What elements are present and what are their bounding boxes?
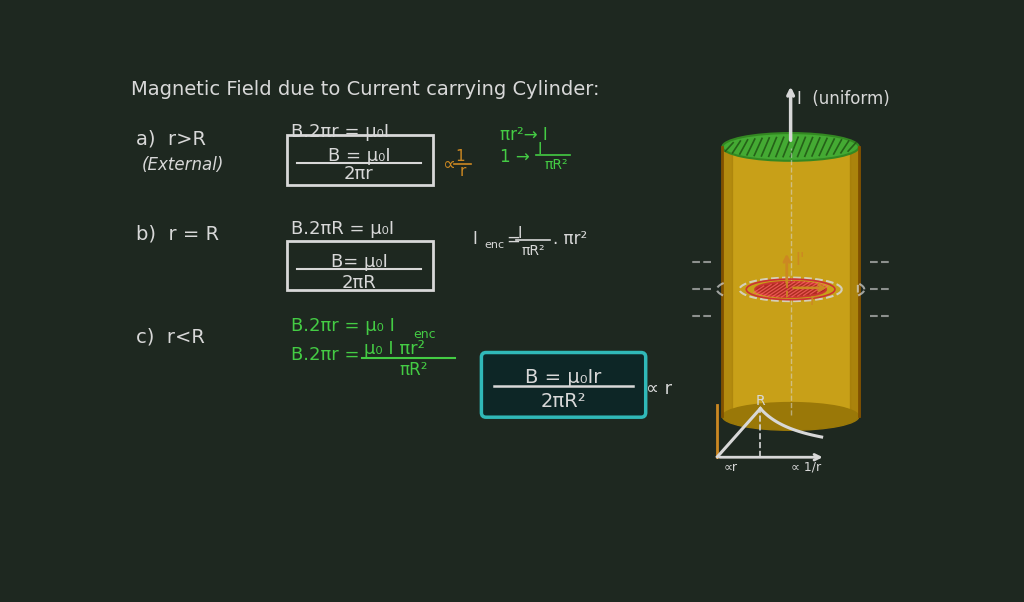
Text: b)  r = R: b) r = R [136, 225, 219, 243]
Text: B.2πr = μ₀ I: B.2πr = μ₀ I [291, 317, 394, 335]
Text: ∝: ∝ [442, 156, 455, 173]
Text: 1: 1 [455, 149, 465, 164]
Text: πr²→ I: πr²→ I [500, 126, 548, 144]
Polygon shape [722, 147, 859, 417]
Ellipse shape [722, 133, 859, 161]
Text: Magnetic Field due to Current carrying Cylinder:: Magnetic Field due to Current carrying C… [131, 79, 600, 99]
Ellipse shape [722, 403, 859, 430]
Text: 1 →: 1 → [500, 148, 529, 166]
FancyBboxPatch shape [481, 353, 646, 417]
Text: B.2πR = μ₀I: B.2πR = μ₀I [291, 220, 394, 238]
Text: I: I [517, 226, 521, 241]
Polygon shape [722, 147, 732, 417]
Text: r: r [460, 164, 466, 179]
Text: B.2πr =: B.2πr = [291, 346, 359, 364]
Text: enc: enc [414, 327, 436, 341]
Text: 2πR²: 2πR² [541, 393, 587, 411]
Text: μ₀ I πr²: μ₀ I πr² [365, 341, 425, 358]
Text: enc: enc [484, 240, 505, 250]
Ellipse shape [755, 282, 826, 297]
Text: I: I [538, 141, 542, 157]
Text: I': I' [796, 251, 805, 269]
Text: 2πR: 2πR [342, 275, 377, 292]
Polygon shape [850, 147, 859, 417]
Text: πR²: πR² [521, 244, 545, 258]
Text: a)  r>R: a) r>R [136, 129, 206, 149]
Text: B= μ₀I: B= μ₀I [331, 253, 387, 272]
Text: r: r [810, 293, 816, 308]
Text: πR²: πR² [545, 158, 568, 172]
Text: B.2πr = μ₀I: B.2πr = μ₀I [291, 123, 389, 140]
Text: . πr²: . πr² [553, 231, 587, 249]
Text: ∝r: ∝r [723, 461, 737, 474]
Text: I: I [473, 231, 478, 249]
Text: I  (uniform): I (uniform) [797, 90, 890, 108]
Text: 2πr: 2πr [344, 165, 374, 183]
Text: B = μ₀Ir: B = μ₀Ir [525, 368, 602, 388]
Text: c)  r<R: c) r<R [136, 327, 205, 347]
Text: ∝ r: ∝ r [646, 380, 672, 399]
Text: πR²: πR² [399, 361, 428, 379]
Text: ∝ 1/r: ∝ 1/r [791, 461, 821, 474]
Text: =: = [506, 231, 520, 249]
Text: R: R [756, 394, 765, 408]
Text: (External): (External) [142, 156, 224, 173]
Text: B = μ₀I: B = μ₀I [328, 147, 390, 165]
